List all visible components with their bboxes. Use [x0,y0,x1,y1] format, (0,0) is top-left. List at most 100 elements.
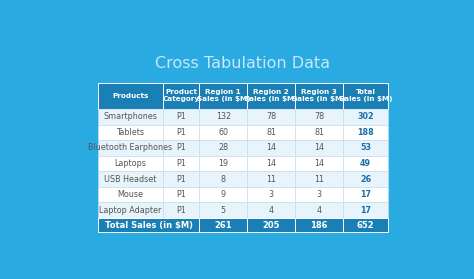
FancyBboxPatch shape [343,125,388,140]
FancyBboxPatch shape [98,140,163,156]
FancyBboxPatch shape [247,125,295,140]
Text: Product
Category: Product Category [163,90,200,102]
FancyBboxPatch shape [163,187,200,203]
FancyBboxPatch shape [200,203,247,218]
FancyBboxPatch shape [295,125,343,140]
FancyBboxPatch shape [98,125,163,140]
Text: 302: 302 [357,112,374,121]
FancyBboxPatch shape [163,83,200,109]
FancyBboxPatch shape [200,218,247,232]
Text: P1: P1 [176,175,186,184]
FancyBboxPatch shape [98,171,163,187]
FancyBboxPatch shape [163,203,200,218]
Text: P1: P1 [176,159,186,168]
FancyBboxPatch shape [163,156,200,171]
Text: 17: 17 [360,190,371,199]
FancyBboxPatch shape [200,83,247,109]
FancyBboxPatch shape [247,109,295,125]
FancyBboxPatch shape [247,187,295,203]
FancyBboxPatch shape [247,156,295,171]
Text: P1: P1 [176,206,186,215]
Text: Smartphones: Smartphones [103,112,157,121]
FancyBboxPatch shape [343,171,388,187]
FancyBboxPatch shape [163,109,200,125]
FancyBboxPatch shape [98,218,200,232]
FancyBboxPatch shape [163,171,200,187]
Text: 49: 49 [360,159,371,168]
Text: Total
Sales (in $M): Total Sales (in $M) [339,90,392,102]
Text: 17: 17 [360,206,371,215]
FancyBboxPatch shape [200,125,247,140]
Text: 8: 8 [221,175,226,184]
Text: P1: P1 [176,190,186,199]
Text: 652: 652 [357,221,374,230]
Text: 11: 11 [314,175,324,184]
Text: 14: 14 [314,159,324,168]
Text: Tablets: Tablets [117,128,145,137]
FancyBboxPatch shape [200,140,247,156]
FancyBboxPatch shape [98,83,163,109]
FancyBboxPatch shape [200,171,247,187]
Text: Bluetooth Earphones: Bluetooth Earphones [89,143,173,152]
Text: 28: 28 [218,143,228,152]
Text: 81: 81 [266,128,276,137]
Text: 26: 26 [360,175,371,184]
Text: Region 2
Sales (in $M): Region 2 Sales (in $M) [245,90,298,102]
Text: Laptop Adapter: Laptop Adapter [99,206,162,215]
FancyBboxPatch shape [295,109,343,125]
Text: 53: 53 [360,143,371,152]
FancyBboxPatch shape [295,140,343,156]
FancyBboxPatch shape [343,218,388,232]
FancyBboxPatch shape [200,187,247,203]
Text: 14: 14 [314,143,324,152]
Text: P1: P1 [176,143,186,152]
Text: 186: 186 [310,221,328,230]
Text: 4: 4 [317,206,321,215]
FancyBboxPatch shape [295,187,343,203]
FancyBboxPatch shape [247,203,295,218]
FancyBboxPatch shape [295,203,343,218]
FancyBboxPatch shape [295,218,343,232]
Text: 19: 19 [218,159,228,168]
FancyBboxPatch shape [343,83,388,109]
Text: 78: 78 [266,112,276,121]
FancyBboxPatch shape [247,218,295,232]
FancyBboxPatch shape [343,187,388,203]
Text: 188: 188 [357,128,374,137]
FancyBboxPatch shape [98,187,163,203]
Text: Mouse: Mouse [118,190,144,199]
FancyBboxPatch shape [163,140,200,156]
FancyBboxPatch shape [247,83,295,109]
Text: Region 3
Sales (in $M): Region 3 Sales (in $M) [292,90,346,102]
Text: 205: 205 [263,221,280,230]
Text: USB Headset: USB Headset [104,175,157,184]
FancyBboxPatch shape [295,156,343,171]
FancyBboxPatch shape [98,109,163,125]
FancyBboxPatch shape [98,203,163,218]
FancyBboxPatch shape [247,171,295,187]
FancyBboxPatch shape [295,171,343,187]
Text: 78: 78 [314,112,324,121]
FancyBboxPatch shape [343,109,388,125]
FancyBboxPatch shape [98,156,163,171]
Text: 4: 4 [269,206,273,215]
Text: 14: 14 [266,159,276,168]
FancyBboxPatch shape [200,156,247,171]
Text: Products: Products [112,93,149,99]
FancyBboxPatch shape [343,156,388,171]
FancyBboxPatch shape [163,125,200,140]
Text: Region 1
Sales (in $M): Region 1 Sales (in $M) [197,90,250,102]
FancyBboxPatch shape [343,203,388,218]
Text: 3: 3 [269,190,273,199]
FancyBboxPatch shape [247,140,295,156]
Text: 11: 11 [266,175,276,184]
Text: 5: 5 [221,206,226,215]
Text: Cross Tabulation Data: Cross Tabulation Data [155,56,330,71]
Text: 60: 60 [219,128,228,137]
Text: 14: 14 [266,143,276,152]
Text: P1: P1 [176,112,186,121]
Text: Total Sales (in $M): Total Sales (in $M) [105,221,192,230]
FancyBboxPatch shape [200,109,247,125]
Text: 81: 81 [314,128,324,137]
Text: Laptops: Laptops [115,159,146,168]
